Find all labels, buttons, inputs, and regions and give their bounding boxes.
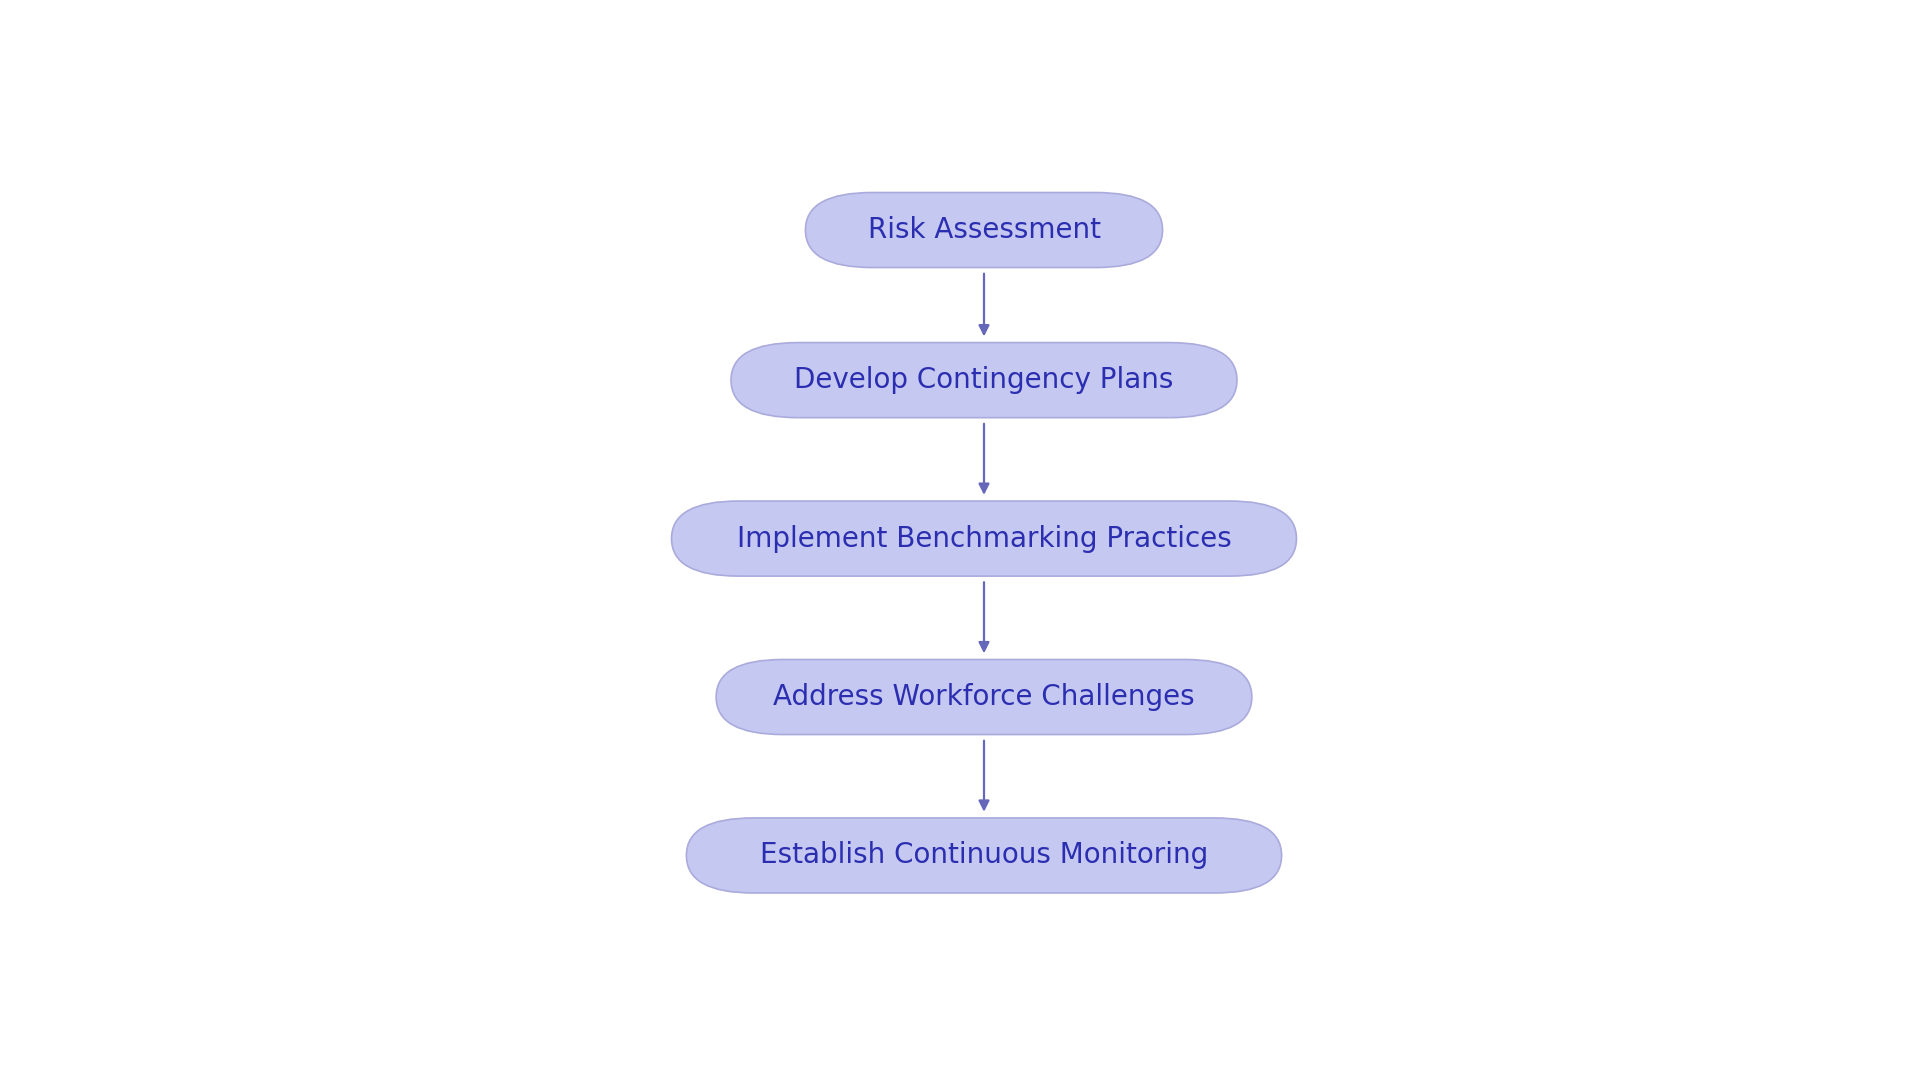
FancyBboxPatch shape: [732, 342, 1236, 418]
Text: Establish Continuous Monitoring: Establish Continuous Monitoring: [760, 841, 1208, 870]
Text: Risk Assessment: Risk Assessment: [868, 216, 1100, 244]
Text: Address Workforce Challenges: Address Workforce Challenges: [774, 683, 1194, 712]
Text: Develop Contingency Plans: Develop Contingency Plans: [795, 366, 1173, 394]
FancyBboxPatch shape: [716, 660, 1252, 734]
Text: Implement Benchmarking Practices: Implement Benchmarking Practices: [737, 524, 1231, 552]
FancyBboxPatch shape: [672, 501, 1296, 576]
FancyBboxPatch shape: [687, 818, 1283, 893]
FancyBboxPatch shape: [806, 193, 1162, 268]
